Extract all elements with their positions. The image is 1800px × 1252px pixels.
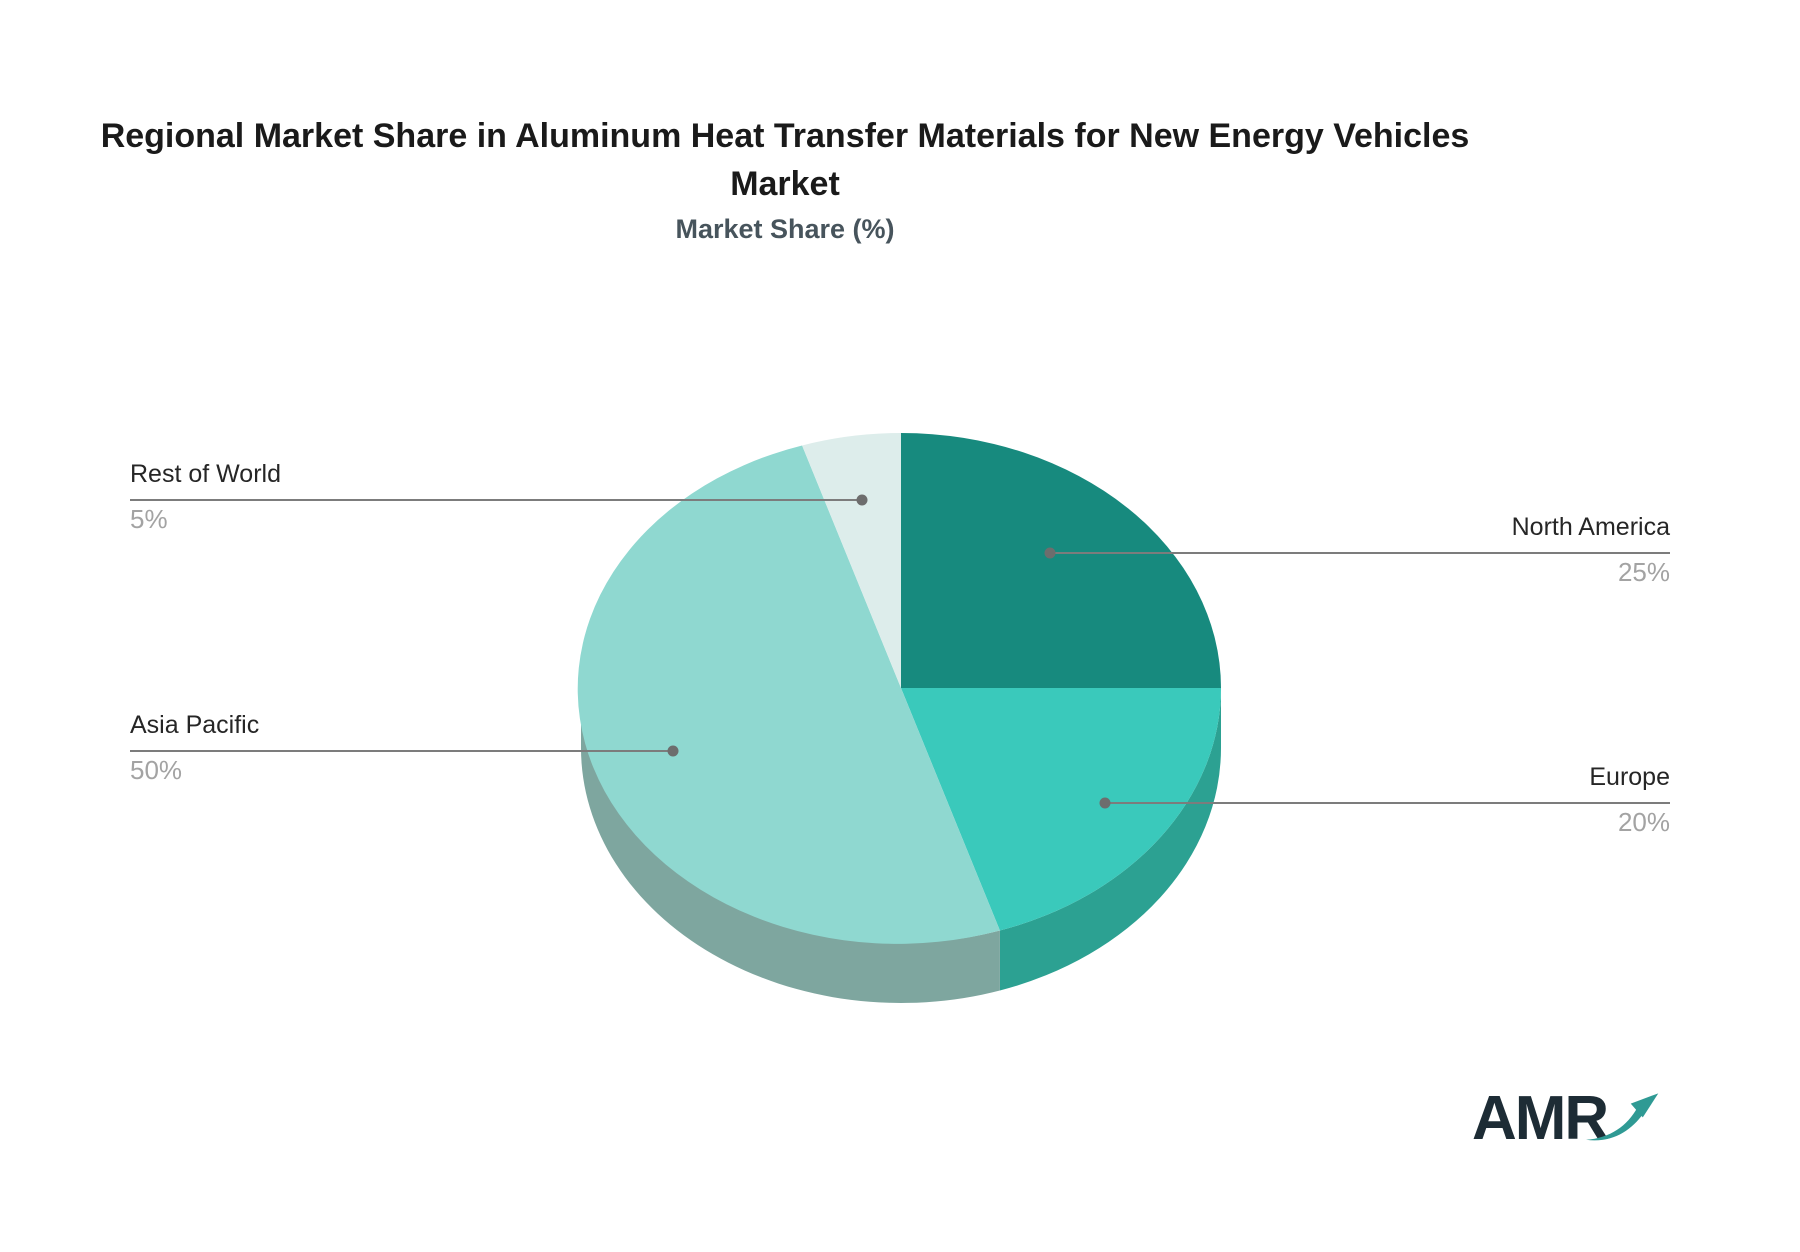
callout-dot-rest-of-world	[856, 494, 868, 506]
callout-value-europe: 20%	[1617, 807, 1670, 837]
callout-label-rest-of-world: Rest of World	[130, 460, 281, 488]
callout-label-europe: Europe	[1589, 763, 1670, 791]
callout-dot-north-america	[1044, 547, 1056, 559]
brand-logo: AMR	[1472, 1088, 1682, 1160]
pie-side-asia-pacific	[581, 688, 1000, 1003]
pie-side-europe	[999, 688, 1221, 991]
chart-header: Regional Market Share in Aluminum Heat T…	[0, 112, 1570, 245]
arrow-swoosh	[1586, 1107, 1644, 1141]
brand-logo-arrow-icon	[1586, 1093, 1659, 1141]
chart-subtitle: Market Share (%)	[675, 214, 895, 244]
pie-slice-asia-pacific[interactable]	[577, 445, 1000, 944]
callout-value-north-america: 25%	[1617, 557, 1670, 587]
pie-slice-europe[interactable]	[901, 688, 1221, 931]
chart-title-line-2: Market	[730, 165, 840, 203]
brand-logo-text: AMR	[1472, 1084, 1609, 1153]
callout-value-rest-of-world: 5%	[130, 504, 168, 534]
callout-label-asia-pacific: Asia Pacific	[130, 711, 260, 739]
chart-title: Regional Market Share in Aluminum Heat T…	[0, 112, 1570, 208]
chart-title-line-1: Regional Market Share in Aluminum Heat T…	[100, 117, 1470, 155]
arrow-head	[1630, 1093, 1659, 1118]
callout-value-asia-pacific: 50%	[130, 755, 183, 785]
pie-slice-north-america[interactable]	[901, 433, 1221, 688]
pie-slice-rest-of-world[interactable]	[802, 433, 901, 688]
callout-label-north-america: North America	[1511, 513, 1670, 541]
callout-dot-europe	[1099, 797, 1111, 809]
callout-dot-asia-pacific	[667, 745, 679, 757]
